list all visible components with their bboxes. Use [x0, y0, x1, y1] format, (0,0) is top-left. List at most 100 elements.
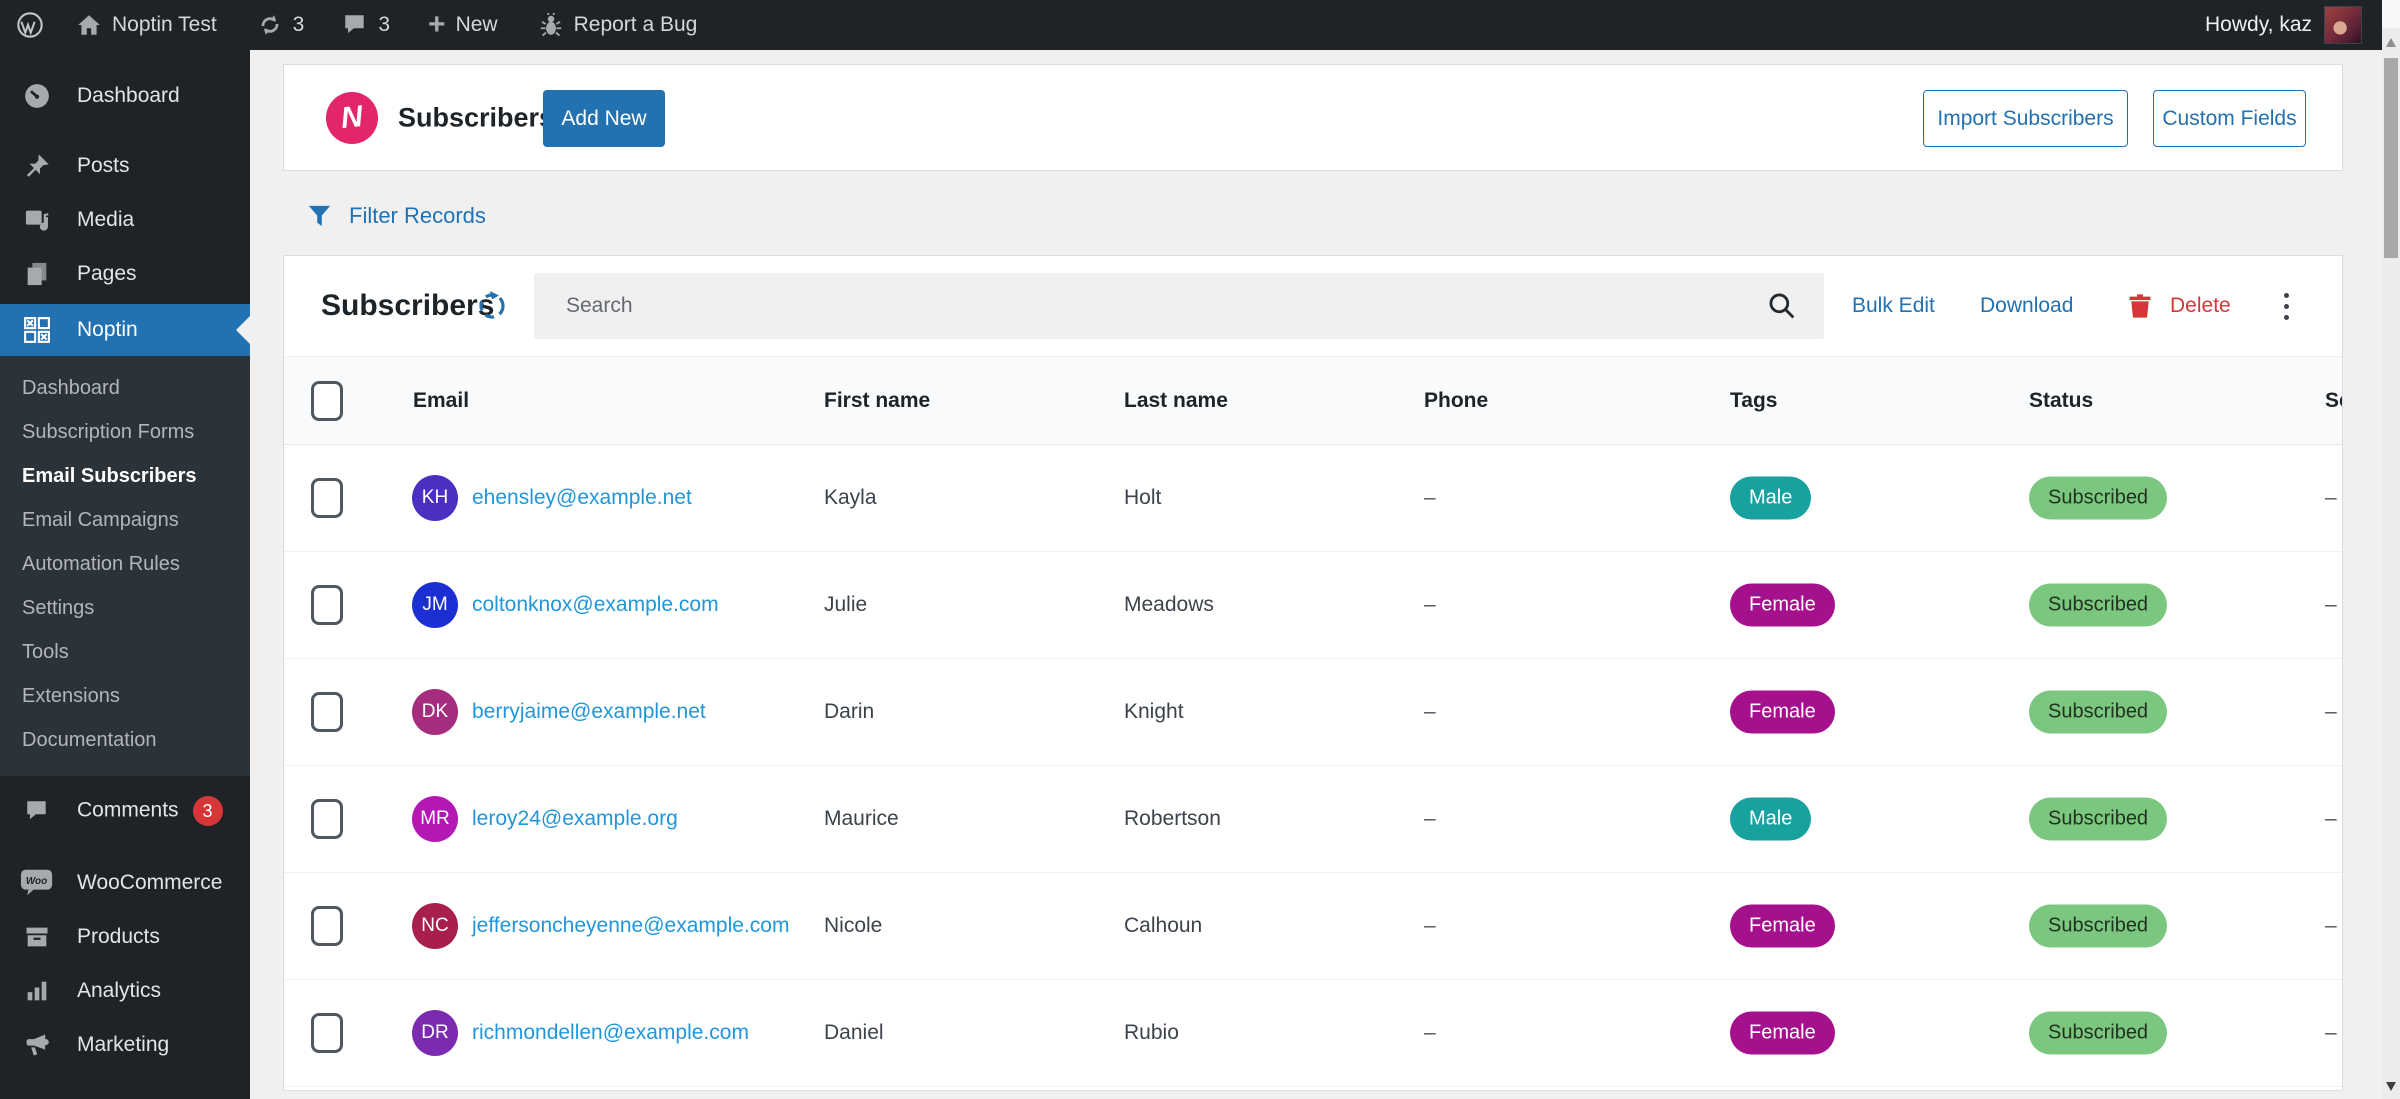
- svg-text:Woo: Woo: [26, 876, 47, 887]
- report-bug-menu[interactable]: Report a Bug: [532, 0, 704, 50]
- sidebar-item-noptin[interactable]: Noptin: [0, 304, 250, 356]
- new-menu[interactable]: + New: [422, 0, 504, 50]
- row-checkbox[interactable]: [311, 692, 343, 732]
- table-title: Subscribers: [321, 289, 495, 322]
- bulk-edit-link[interactable]: Bulk Edit: [1852, 294, 1935, 317]
- column-header-email[interactable]: Email: [413, 388, 470, 412]
- updates-menu[interactable]: 3: [251, 0, 311, 50]
- column-header-first-name[interactable]: First name: [824, 388, 931, 412]
- admin-sidebar: Dashboard Posts Media Pages Noptin Dashb…: [0, 50, 250, 1099]
- column-header-phone[interactable]: Phone: [1424, 388, 1489, 412]
- scrollbar-up-arrow[interactable]: [2386, 38, 2396, 47]
- howdy-text: Howdy, kaz: [2205, 13, 2312, 36]
- subscriber-email-link[interactable]: jeffersoncheyenne@example.com: [472, 914, 790, 937]
- subscriber-email-link[interactable]: berryjaime@example.net: [472, 700, 706, 723]
- account-menu[interactable]: Howdy, kaz: [2205, 0, 2362, 50]
- submenu-item-email-subscribers[interactable]: Email Subscribers: [22, 464, 197, 487]
- cell-phone: –: [1424, 486, 1436, 509]
- row-checkbox[interactable]: [311, 799, 343, 839]
- comments-badge: 3: [192, 796, 223, 826]
- custom-fields-button[interactable]: Custom Fields: [2153, 90, 2306, 147]
- row-checkbox[interactable]: [311, 478, 343, 518]
- filter-records-label: Filter Records: [349, 203, 486, 228]
- scrollbar-thumb[interactable]: [2384, 58, 2398, 258]
- delete-link[interactable]: Delete: [2170, 294, 2231, 317]
- tag-badge: Male: [1730, 476, 1812, 520]
- sidebar-item-analytics[interactable]: Analytics: [0, 967, 250, 1015]
- sidebar-item-label: Noptin: [77, 318, 138, 341]
- submenu-item-extensions[interactable]: Extensions: [22, 684, 120, 707]
- status-badge: Subscribed: [2029, 476, 2168, 520]
- comments-icon: [20, 798, 54, 824]
- update-icon: [257, 12, 283, 38]
- dashboard-icon: [20, 81, 54, 111]
- row-checkbox[interactable]: [311, 585, 343, 625]
- refresh-icon[interactable]: [476, 290, 508, 322]
- filter-records-link[interactable]: Filter Records: [306, 196, 486, 236]
- submenu-item-dashboard[interactable]: Dashboard: [22, 376, 120, 399]
- megaphone-icon: [20, 1031, 54, 1059]
- subscriber-email-link[interactable]: leroy24@example.org: [472, 807, 678, 830]
- cell-source: –: [2325, 1021, 2337, 1044]
- subscriber-avatar: KH: [412, 475, 458, 521]
- sidebar-item-label: Analytics: [77, 979, 162, 1002]
- plus-icon: +: [428, 8, 446, 41]
- sidebar-item-products[interactable]: Products: [0, 913, 250, 961]
- site-link[interactable]: Noptin Test: [70, 0, 223, 50]
- cell-phone: –: [1424, 1021, 1436, 1044]
- submenu-item-subscription-forms[interactable]: Subscription Forms: [22, 420, 195, 443]
- cell-phone: –: [1424, 914, 1436, 937]
- column-header-source[interactable]: Sc: [2325, 388, 2342, 412]
- table-row: NC jeffersoncheyenne@example.com Nicole Cal…: [284, 873, 2342, 980]
- subscriber-email-link[interactable]: richmondellen@example.com: [472, 1021, 749, 1044]
- select-all-checkbox[interactable]: [311, 380, 343, 421]
- noptin-logo-icon: N: [326, 92, 378, 144]
- submenu-item-automation-rules[interactable]: Automation Rules: [22, 552, 180, 575]
- submenu-item-tools[interactable]: Tools: [22, 640, 69, 663]
- sidebar-item-woocommerce[interactable]: Woo WooCommerce: [0, 859, 250, 907]
- subscriber-email-link[interactable]: ehensley@example.net: [472, 486, 692, 509]
- subscriber-email-link[interactable]: coltonknox@example.com: [472, 593, 719, 616]
- row-checkbox[interactable]: [311, 906, 343, 946]
- page-title: Subscribers: [398, 102, 555, 132]
- cell-phone: –: [1424, 593, 1436, 616]
- column-header-last-name[interactable]: Last name: [1124, 388, 1228, 412]
- table-header-row: Email First name Last name Phone Tags St…: [284, 356, 2342, 445]
- sidebar-item-pages[interactable]: Pages: [0, 250, 250, 298]
- add-new-button[interactable]: Add New: [543, 90, 665, 147]
- cell-last-name: Rubio: [1124, 1021, 1179, 1044]
- search-icon[interactable]: [1766, 290, 1798, 322]
- submenu-item-settings[interactable]: Settings: [22, 596, 95, 619]
- bug-icon: [538, 12, 564, 38]
- sidebar-item-comments[interactable]: Comments 3: [0, 787, 250, 835]
- table-body: KH ehensley@example.net Kayla Holt – Male Subs…: [284, 445, 2342, 1087]
- more-options-kebab[interactable]: [2268, 284, 2304, 328]
- row-checkbox[interactable]: [311, 1013, 343, 1053]
- comments-menu[interactable]: 3: [336, 0, 396, 50]
- vertical-scrollbar[interactable]: [2382, 0, 2400, 1099]
- bar-chart-icon: [20, 977, 54, 1005]
- submenu-item-documentation[interactable]: Documentation: [22, 728, 157, 751]
- import-subscribers-button[interactable]: Import Subscribers: [1923, 90, 2128, 147]
- pages-icon: [20, 260, 54, 288]
- wordpress-menu[interactable]: [10, 0, 50, 50]
- download-link[interactable]: Download: [1980, 294, 2074, 317]
- column-header-status[interactable]: Status: [2029, 388, 2094, 412]
- sidebar-item-posts[interactable]: Posts: [0, 142, 250, 190]
- sidebar-item-partial[interactable]: [0, 1095, 250, 1099]
- sidebar-item-marketing[interactable]: Marketing: [0, 1021, 250, 1069]
- cell-first-name: Kayla: [824, 486, 877, 509]
- submenu-item-email-campaigns[interactable]: Email Campaigns: [22, 508, 179, 531]
- search-input[interactable]: [534, 273, 1824, 339]
- wordpress-logo-icon: [16, 11, 44, 39]
- sidebar-item-media[interactable]: Media: [0, 196, 250, 244]
- column-header-tags[interactable]: Tags: [1730, 388, 1778, 412]
- scrollbar-down-arrow[interactable]: [2386, 1082, 2396, 1091]
- status-badge: Subscribed: [2029, 1011, 2168, 1055]
- sidebar-item-label: Products: [77, 925, 160, 948]
- horizontal-scrollbar-track[interactable]: [283, 1090, 2343, 1099]
- subscriber-avatar: JM: [412, 582, 458, 628]
- trash-icon[interactable]: [2126, 292, 2154, 320]
- cell-first-name: Julie: [824, 593, 868, 616]
- sidebar-item-dashboard[interactable]: Dashboard: [0, 72, 250, 120]
